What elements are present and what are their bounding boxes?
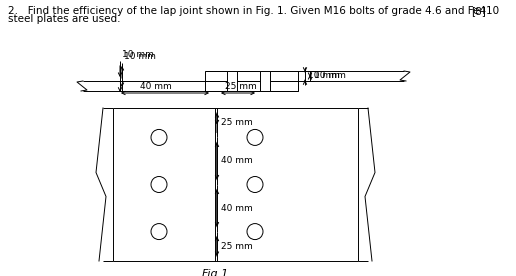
Text: 25 mm: 25 mm xyxy=(221,242,253,251)
Circle shape xyxy=(247,176,263,192)
Text: 2.   Find the efficiency of the lap joint shown in Fig. 1. Given M16 bolts of gr: 2. Find the efficiency of the lap joint … xyxy=(8,6,499,16)
Circle shape xyxy=(247,224,263,240)
Text: Fig.1: Fig.1 xyxy=(202,269,229,276)
Text: 10 mm: 10 mm xyxy=(314,71,346,81)
Text: 10 mm: 10 mm xyxy=(308,71,340,81)
Text: 10 mm: 10 mm xyxy=(124,52,156,61)
Text: 40 mm: 40 mm xyxy=(140,82,172,91)
Circle shape xyxy=(247,129,263,145)
Circle shape xyxy=(151,224,167,240)
Text: 25 mm: 25 mm xyxy=(221,118,253,127)
Text: steel plates are used.: steel plates are used. xyxy=(8,14,121,24)
Text: 40 mm: 40 mm xyxy=(221,203,253,213)
Bar xyxy=(260,71,270,91)
Bar xyxy=(227,71,237,91)
Text: 40 mm: 40 mm xyxy=(221,156,253,165)
Text: 10 mm: 10 mm xyxy=(122,50,154,59)
Text: 25 mm: 25 mm xyxy=(225,82,257,91)
Circle shape xyxy=(151,129,167,145)
Circle shape xyxy=(151,176,167,192)
Text: [8]: [8] xyxy=(471,6,486,16)
